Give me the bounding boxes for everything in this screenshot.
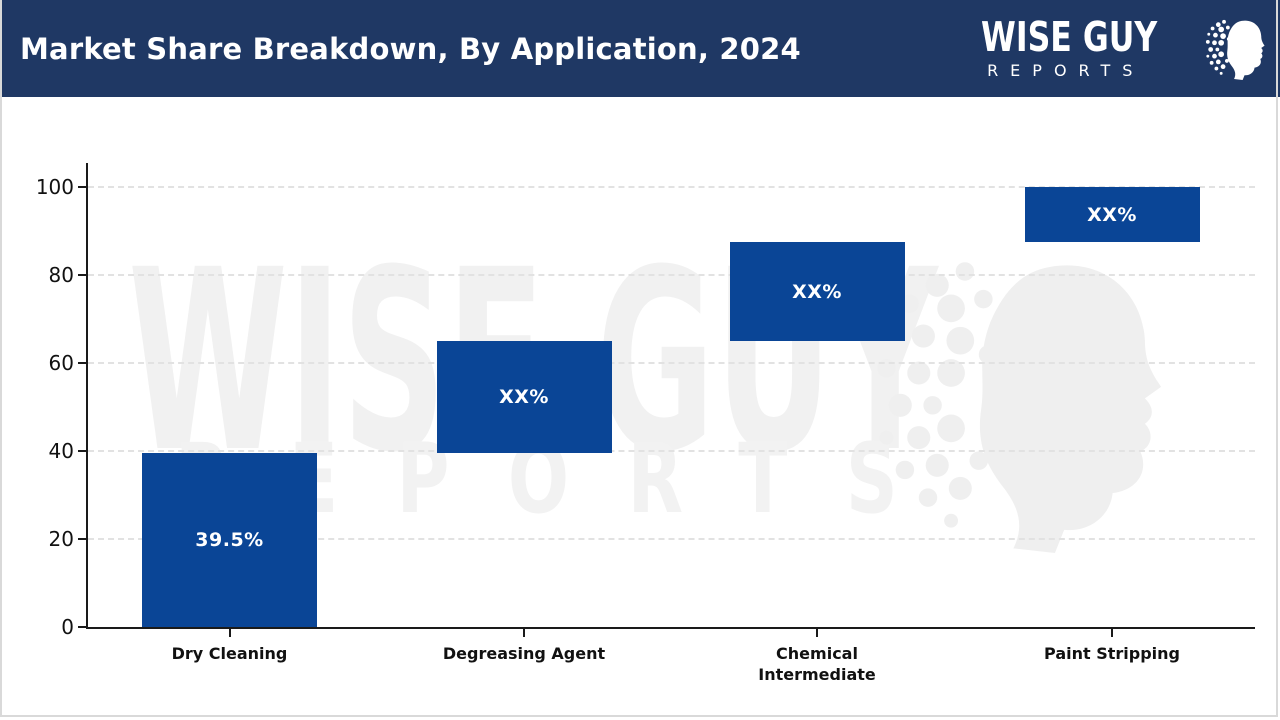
gridline-100 bbox=[88, 186, 1255, 188]
bar-chemical-intermediate: XX% bbox=[729, 242, 905, 341]
x-category-label-0: Dry Cleaning bbox=[171, 644, 288, 663]
logo-text: WISE GUY REPORTS bbox=[981, 13, 1210, 81]
y-tick-label-80: 80 bbox=[48, 263, 74, 287]
y-axis-line bbox=[86, 163, 88, 629]
chart-title: Market Share Breakdown, By Application, … bbox=[20, 31, 801, 66]
y-tick-label-40: 40 bbox=[48, 439, 74, 463]
gridline-20 bbox=[88, 538, 1255, 540]
bar-value-label: XX% bbox=[792, 280, 842, 303]
y-tick-label-60: 60 bbox=[48, 351, 74, 375]
header: Market Share Breakdown, By Application, … bbox=[0, 0, 1280, 97]
logo-head-icon bbox=[1204, 6, 1266, 92]
x-tick-mark-2 bbox=[816, 629, 818, 637]
bar-value-label: XX% bbox=[1087, 203, 1137, 226]
logo-tagline: REPORTS bbox=[987, 61, 1145, 80]
bar-dry-cleaning: 39.5% bbox=[142, 453, 317, 627]
x-tick-mark-3 bbox=[1111, 629, 1113, 637]
x-axis-line bbox=[86, 627, 1255, 629]
gridline-60 bbox=[88, 362, 1255, 364]
chart-plot-area: WISE GUY REPORTS 0 20 40 60 80 100 39.5% Dry Cl… bbox=[0, 97, 1280, 720]
logo: WISE GUY REPORTS bbox=[981, 6, 1266, 92]
x-tick-mark-0 bbox=[228, 629, 231, 637]
x-category-label-1: Degreasing Agent bbox=[442, 644, 606, 663]
x-category-label-2: Chemical Intermediate bbox=[758, 644, 876, 684]
x-tick-mark-1 bbox=[523, 629, 525, 637]
y-tick-mark-60 bbox=[78, 362, 86, 364]
gridline-40 bbox=[88, 450, 1255, 452]
y-tick-mark-0 bbox=[78, 626, 86, 628]
bar-value-label: XX% bbox=[499, 386, 549, 409]
watermark-head-icon bbox=[868, 225, 1168, 581]
y-tick-mark-40 bbox=[78, 450, 86, 452]
y-tick-mark-80 bbox=[78, 274, 86, 276]
y-tick-mark-100 bbox=[78, 186, 86, 188]
bar-degreasing-agent: XX% bbox=[436, 341, 612, 454]
bar-paint-stripping: XX% bbox=[1024, 187, 1200, 242]
y-tick-label-20: 20 bbox=[48, 527, 74, 551]
gridline-80 bbox=[88, 274, 1255, 276]
x-category-label-3: Paint Stripping bbox=[1044, 644, 1180, 663]
y-tick-label-100: 100 bbox=[35, 175, 74, 199]
y-tick-mark-20 bbox=[78, 538, 86, 540]
logo-wordmark: WISE GUY bbox=[981, 13, 1158, 61]
y-tick-label-0: 0 bbox=[61, 615, 74, 639]
bar-value-label: 39.5% bbox=[195, 529, 264, 552]
